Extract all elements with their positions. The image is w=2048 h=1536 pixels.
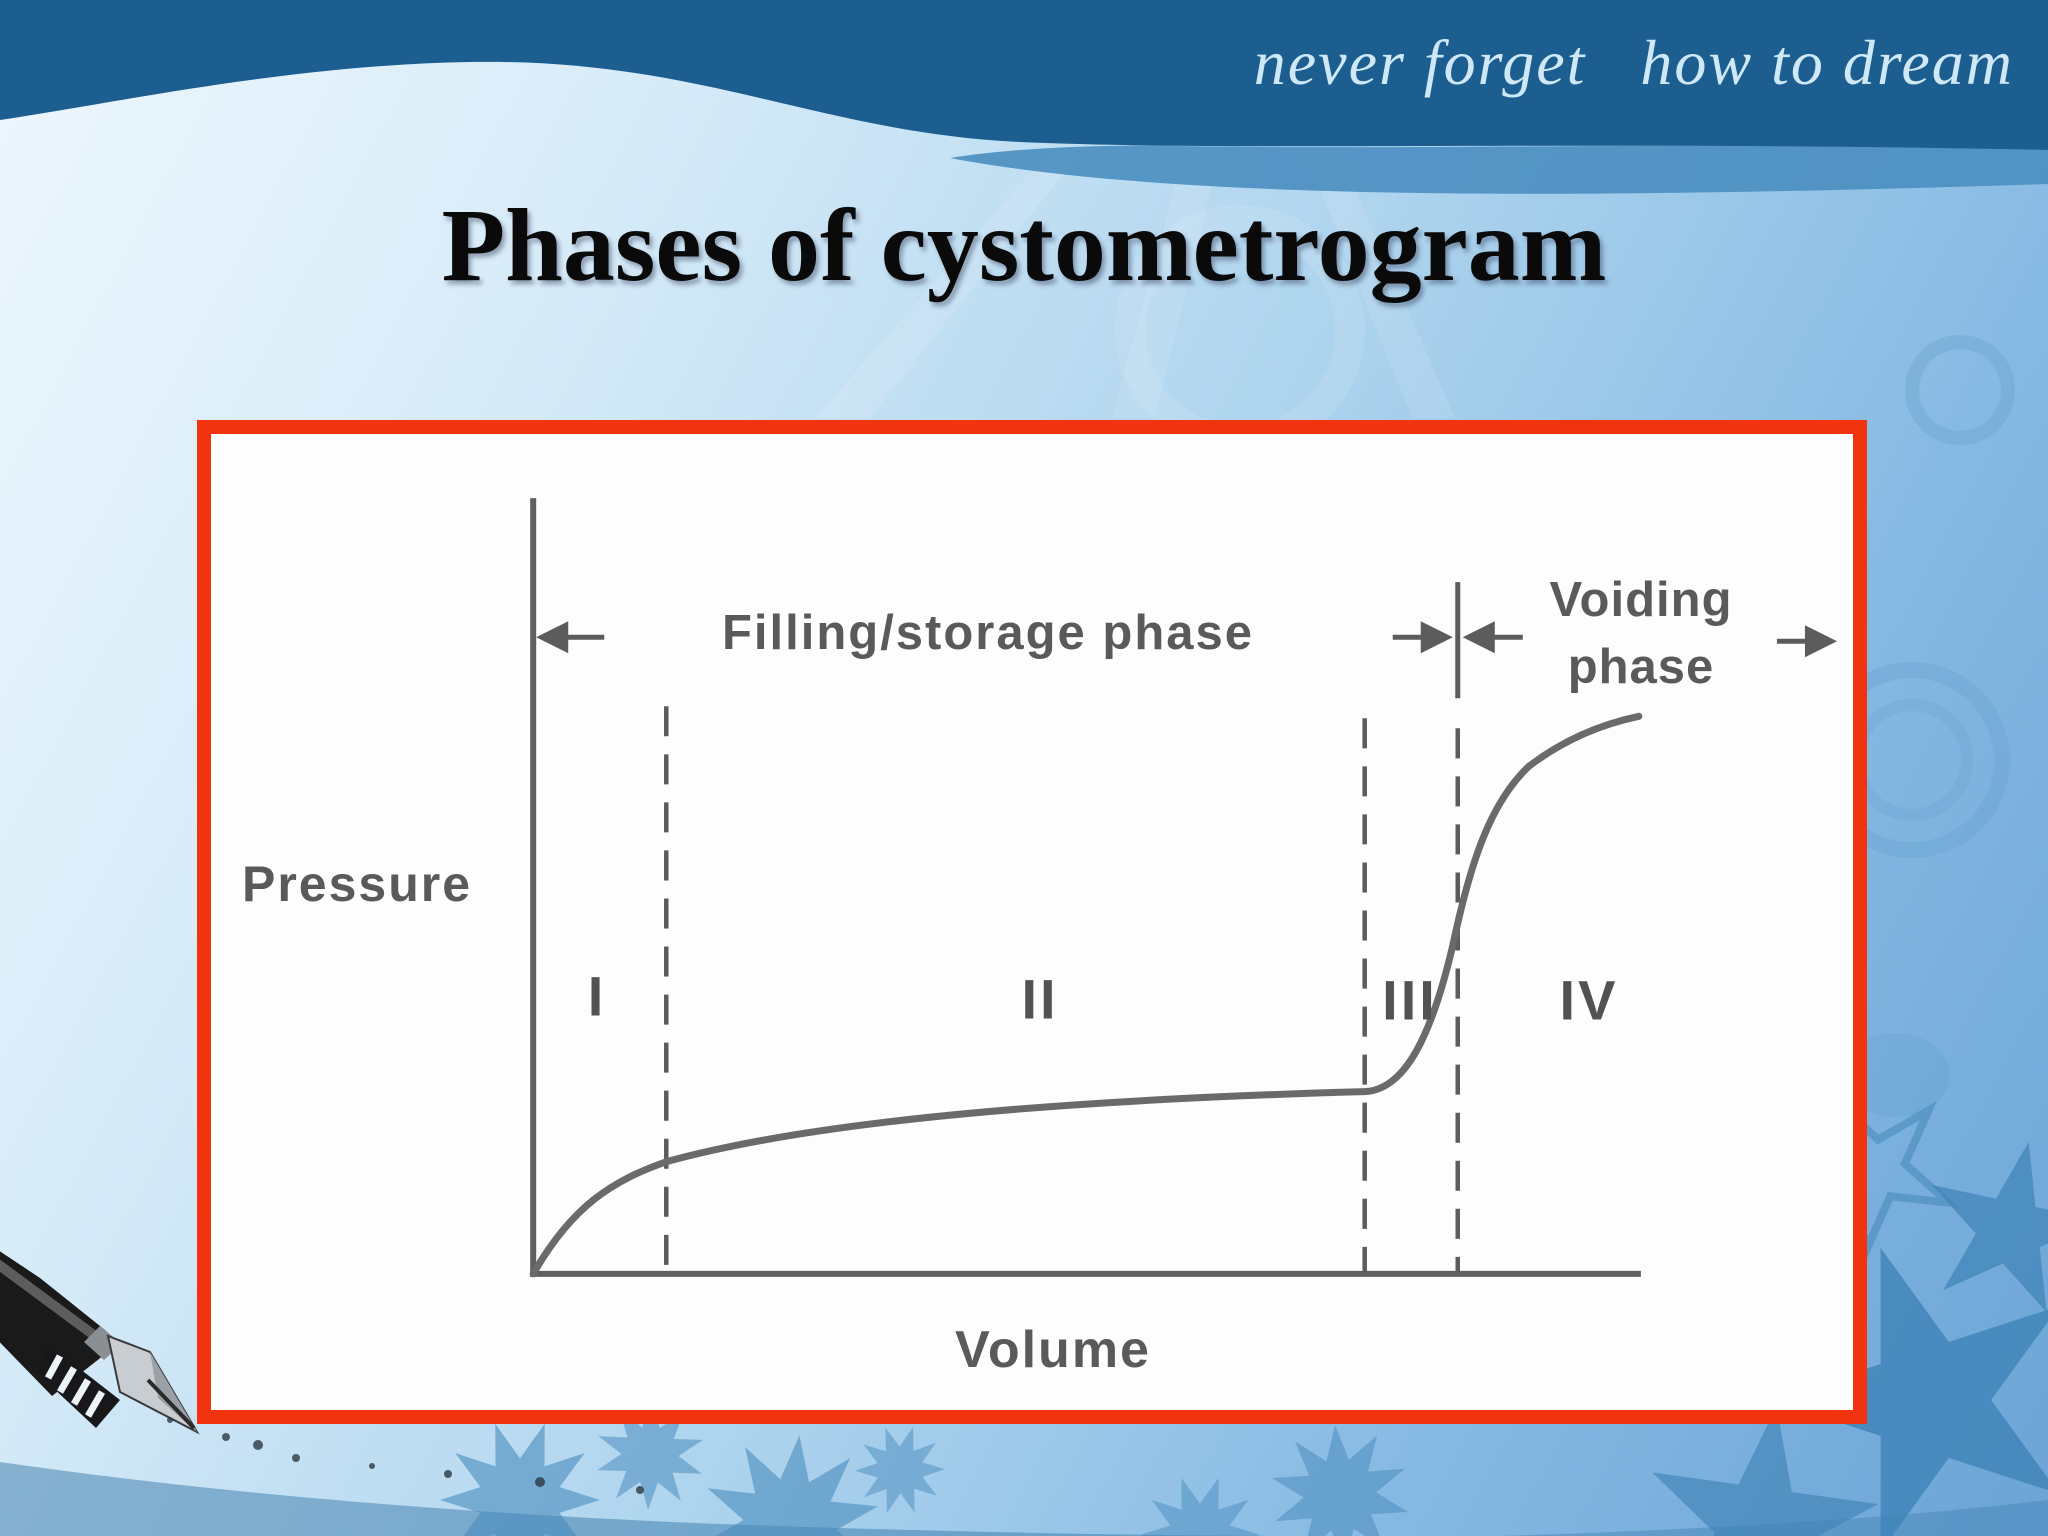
figure-panel — [197, 420, 1867, 1424]
cystometrogram-plot — [529, 498, 1837, 1278]
voiding-phase-line1: Voiding — [1549, 573, 1733, 627]
filling-span-right-arrowhead-icon — [1420, 621, 1453, 654]
phase-label-3: III — [1382, 968, 1438, 1032]
ink-dots-decoration — [167, 1417, 644, 1494]
star-burst-decoration — [1140, 1477, 1260, 1536]
swirl-ring-decoration — [1905, 335, 2015, 445]
light-ray-decoration — [1112, 150, 1220, 418]
phase-label-2: II — [1021, 967, 1059, 1031]
voiding-phase-annotation: Voiding phase — [1550, 567, 1733, 701]
swirl-blob-decoration — [1840, 1033, 1950, 1117]
phase-label-1: I — [587, 964, 607, 1028]
star-burst-decoration — [684, 1422, 896, 1536]
star-decoration — [1911, 1124, 2048, 1320]
voiding-phase-line2: phase — [1567, 640, 1715, 694]
bottom-wave — [0, 1462, 1300, 1536]
pressure-volume-curve — [529, 712, 1643, 1278]
voiding-span-right-arrowhead-icon — [1804, 625, 1837, 658]
star-burst-decoration — [1255, 1413, 1425, 1536]
pen-graphic — [0, 1251, 200, 1435]
bottom-wave — [1500, 1500, 2048, 1536]
y-axis-label: Pressure — [241, 856, 473, 912]
x-axis-label: Volume — [955, 1321, 1151, 1379]
phase-label-4: IV — [1559, 968, 1619, 1032]
slide-tagline: never forget how to dream — [1253, 27, 2014, 98]
light-ray-decoration — [815, 146, 1085, 418]
light-ray-decoration — [1305, 152, 1455, 418]
filling-phase-annotation: Filling/storage phase — [721, 606, 1255, 660]
page-title: Phases of cystometrogram — [441, 188, 1607, 303]
filling-span-left-arrowhead-icon — [536, 621, 569, 654]
swirl-ring-decoration — [1851, 699, 1973, 821]
top-wave-band — [0, 0, 2048, 150]
secondary-wave — [950, 145, 2048, 194]
voiding-span-left-arrowhead-icon — [1462, 621, 1495, 654]
